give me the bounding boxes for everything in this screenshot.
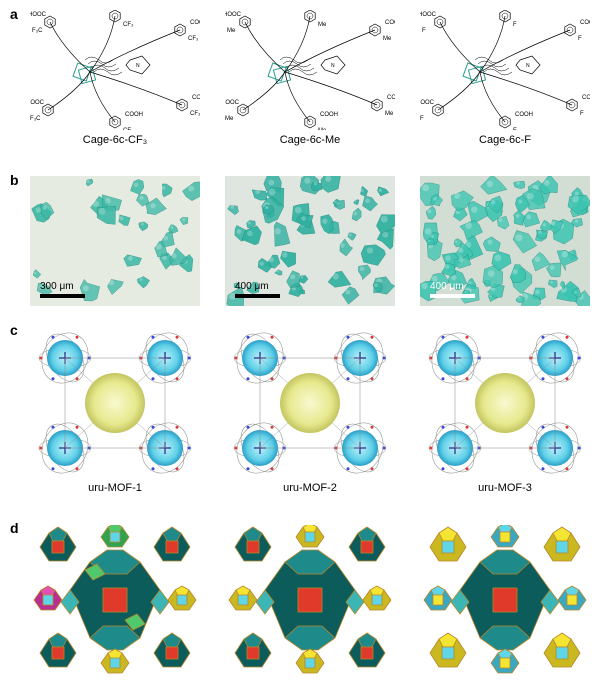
svg-text:COOH: COOH <box>387 95 395 101</box>
svg-text:HOOC: HOOC <box>420 12 437 18</box>
svg-text:Me: Me <box>318 128 327 130</box>
svg-text:HOOC: HOOC <box>225 12 242 18</box>
scalebar-line-0 <box>40 294 85 298</box>
panel-label-c: c <box>10 322 18 338</box>
row-c: uru-MOF-1 uru-MOF-2 uru-MOF-3 <box>30 328 590 494</box>
micrograph-2: 400 μm <box>420 176 590 306</box>
crystal-0 <box>30 328 200 478</box>
row-a: HOOC F₃C COOH CF₃ COOH CF₃ HOOC F₃C COOH CF₃ COOH C… <box>30 10 590 146</box>
caption-c-1: uru-MOF-2 <box>225 482 395 494</box>
crystal-1 <box>225 328 395 478</box>
svg-text:Me: Me <box>227 28 236 34</box>
cell-a-2: HOOC F COOH F COOH F HOOC F COOH F COOH F N Cage-6c-… <box>420 10 590 146</box>
panel-label-d: d <box>10 520 19 536</box>
svg-text:F₃C: F₃C <box>32 28 43 34</box>
structure-1: HOOC Me COOH Me COOH Me HOOC Me COOH Me COOH Me N <box>225 10 395 130</box>
svg-text:HOOC: HOOC <box>30 12 47 18</box>
caption-a-1: Cage-6c-Me <box>225 134 395 146</box>
caption-c-0: uru-MOF-1 <box>30 482 200 494</box>
micrograph-0: 300 μm <box>30 176 200 306</box>
crystal-2 <box>420 328 590 478</box>
svg-text:F: F <box>580 111 584 117</box>
svg-text:COOH: COOH <box>385 20 395 26</box>
svg-text:HOOC: HOOC <box>420 100 435 106</box>
cell-a-0: HOOC F₃C COOH CF₃ COOH CF₃ HOOC F₃C COOH CF₃ COOH C… <box>30 10 200 146</box>
scale-text-1: 400 μm <box>235 281 269 292</box>
cell-d-1 <box>225 525 395 675</box>
svg-text:COOH: COOH <box>515 10 533 12</box>
cell-b-2: 400 μm <box>420 176 590 306</box>
scalebar-2: 400 μm <box>430 281 475 298</box>
cell-c-0: uru-MOF-1 <box>30 328 200 494</box>
svg-text:F₃C: F₃C <box>30 116 41 122</box>
svg-text:COOH: COOH <box>125 10 143 12</box>
cell-b-0: 300 μm <box>30 176 200 306</box>
svg-text:CF₃: CF₃ <box>123 22 134 28</box>
svg-text:Me: Me <box>385 111 394 117</box>
svg-text:CF₃: CF₃ <box>123 128 134 130</box>
svg-text:Me: Me <box>383 36 392 42</box>
svg-text:F: F <box>513 22 517 28</box>
polyhedra-2 <box>420 525 590 675</box>
row-b: 300 μm 400 μm 400 μm <box>30 176 590 306</box>
svg-text:COOH: COOH <box>320 112 338 118</box>
svg-text:F: F <box>420 116 424 122</box>
svg-text:F: F <box>513 128 517 130</box>
panel-label-b: b <box>10 172 19 188</box>
structure-0: HOOC F₃C COOH CF₃ COOH CF₃ HOOC F₃C COOH CF₃ COOH C… <box>30 10 200 130</box>
cell-c-1: uru-MOF-2 <box>225 328 395 494</box>
svg-text:COOH: COOH <box>125 112 143 118</box>
svg-text:F: F <box>578 36 582 42</box>
svg-text:COOH: COOH <box>580 20 590 26</box>
cell-b-1: 400 μm <box>225 176 395 306</box>
svg-text:HOOC: HOOC <box>225 100 240 106</box>
svg-text:COOH: COOH <box>515 112 533 118</box>
structure-2: HOOC F COOH F COOH F HOOC F COOH F COOH F N <box>420 10 590 130</box>
caption-a-0: Cage-6c-CF₃ <box>30 134 200 146</box>
svg-text:COOH: COOH <box>192 95 200 101</box>
svg-text:COOH: COOH <box>320 10 338 12</box>
row-d <box>30 525 590 675</box>
svg-text:HOOC: HOOC <box>30 100 45 106</box>
caption-c-2: uru-MOF-3 <box>420 482 590 494</box>
micrograph-1: 400 μm <box>225 176 395 306</box>
svg-text:N: N <box>331 63 335 69</box>
scalebar-line-2 <box>430 294 475 298</box>
cell-d-0 <box>30 525 200 675</box>
polyhedra-1 <box>225 525 395 675</box>
cell-a-1: HOOC Me COOH Me COOH Me HOOC Me COOH Me COOH Me N Ca… <box>225 10 395 146</box>
svg-text:N: N <box>526 63 530 69</box>
scalebar-line-1 <box>235 294 280 298</box>
caption-a-2: Cage-6c-F <box>420 134 590 146</box>
svg-text:F: F <box>422 28 426 34</box>
svg-text:CF₃: CF₃ <box>190 111 200 117</box>
svg-text:COOH: COOH <box>582 95 590 101</box>
scalebar-1: 400 μm <box>235 281 280 298</box>
cell-d-2 <box>420 525 590 675</box>
svg-text:CF₃: CF₃ <box>188 36 199 42</box>
svg-text:COOH: COOH <box>190 20 200 26</box>
svg-text:Me: Me <box>225 116 234 122</box>
cell-c-2: uru-MOF-3 <box>420 328 590 494</box>
scalebar-0: 300 μm <box>40 281 85 298</box>
polyhedra-0 <box>30 525 200 675</box>
panel-label-a: a <box>10 6 18 22</box>
scale-text-0: 300 μm <box>40 281 74 292</box>
svg-text:N: N <box>136 63 140 69</box>
svg-text:Me: Me <box>318 22 327 28</box>
scale-text-2: 400 μm <box>430 281 464 292</box>
